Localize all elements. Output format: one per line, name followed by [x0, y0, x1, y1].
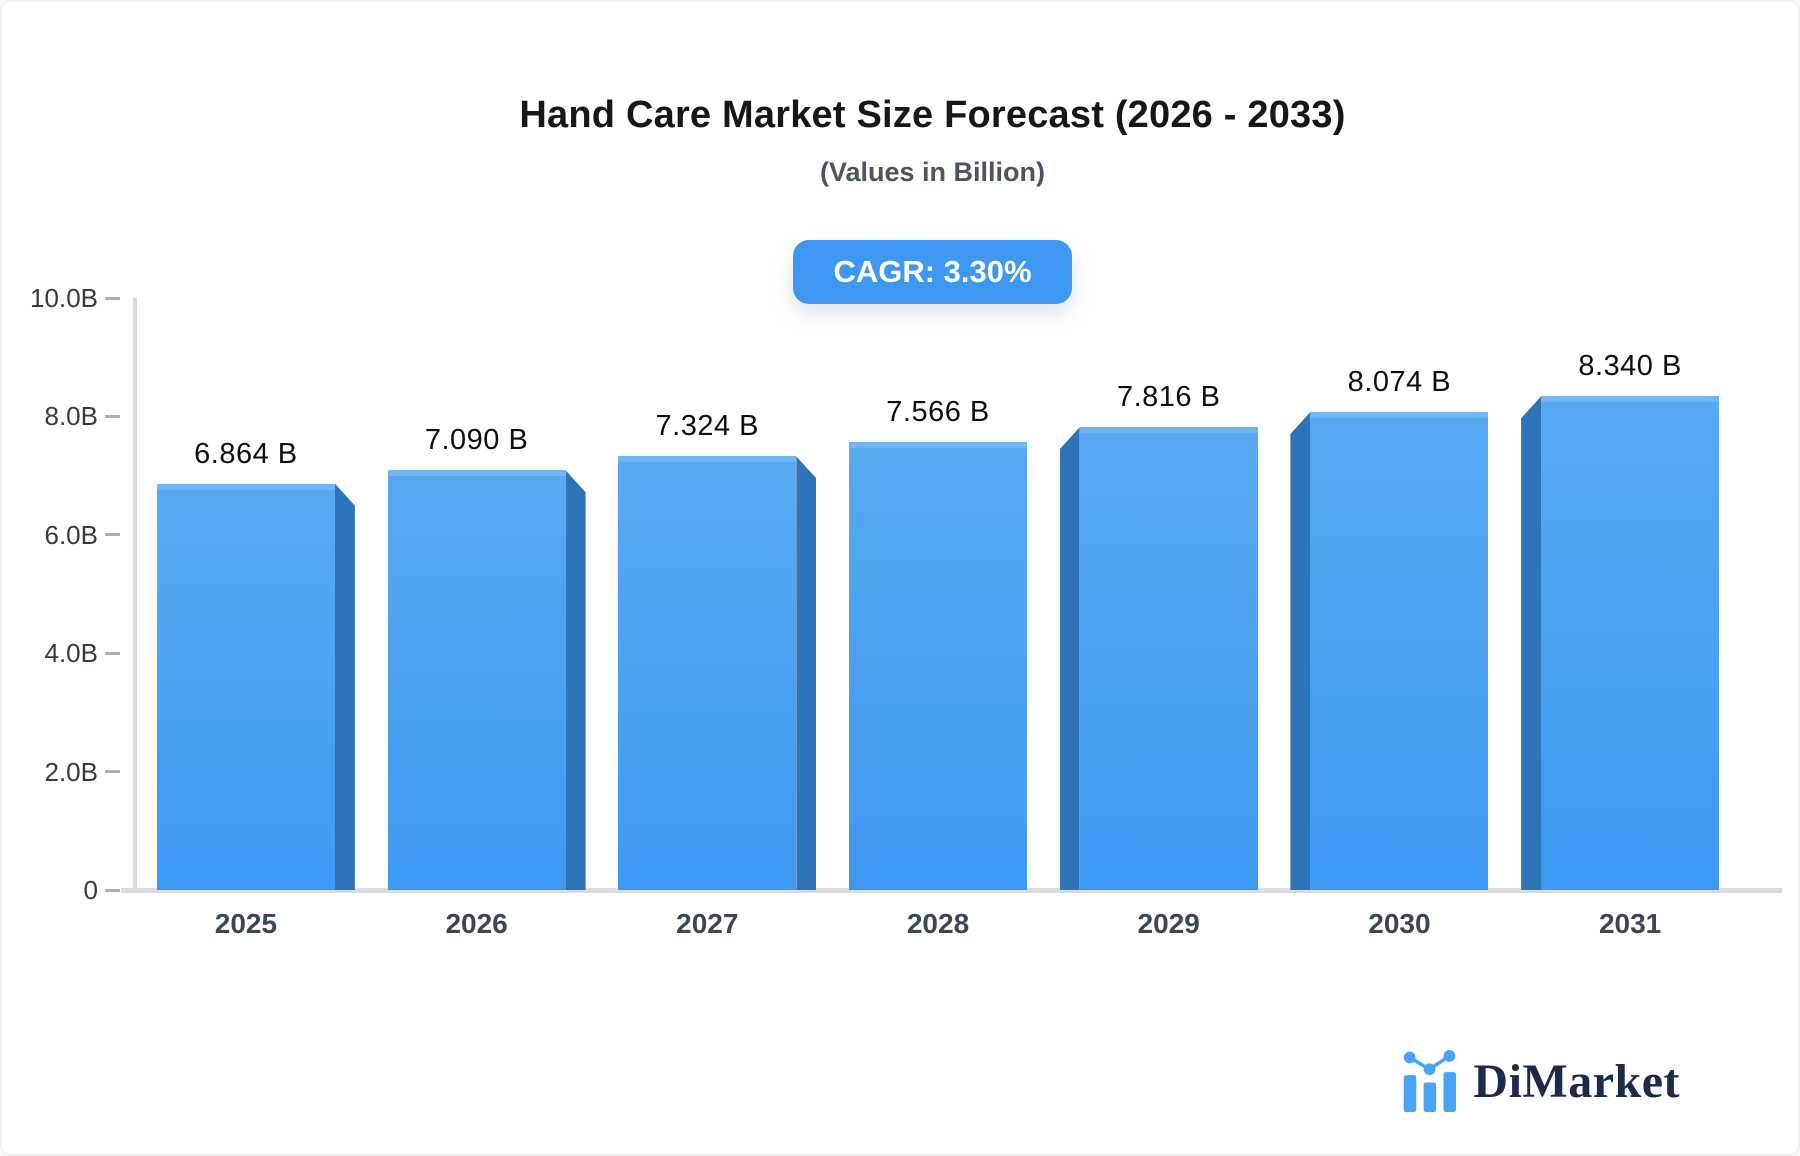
y-tick-dash	[105, 888, 120, 892]
chart-title: Hand Care Market Size Forecast (2026 - 2…	[519, 94, 1346, 136]
x-axis-label-2025: 2025	[214, 908, 278, 939]
y-tick-dash	[105, 770, 120, 774]
bar-value-label-2031: 8.340 B	[1578, 350, 1682, 383]
bar-2027	[618, 456, 797, 890]
cagr-badge: CAGR: 3.30%	[793, 240, 1072, 304]
bar-side-face-2027	[796, 456, 817, 890]
bar-value-label-2025: 6.864 B	[194, 437, 298, 470]
x-axis-label-2031: 2031	[1598, 908, 1662, 939]
bar-2028	[849, 442, 1027, 890]
bar-2029	[1079, 427, 1258, 890]
bar-2030	[1310, 412, 1489, 890]
y-tick-label: 10.0B	[30, 283, 98, 313]
bar-side-face-2031	[1521, 396, 1542, 890]
chart-subtitle: (Values in Billion)	[819, 157, 1046, 187]
y-tick-dash	[105, 533, 120, 537]
y-tick-dash	[105, 414, 120, 418]
x-axis-label-2030: 2030	[1368, 908, 1431, 939]
logo-wordmark: DiMarket	[1473, 1054, 1680, 1108]
y-tick-dash	[105, 296, 120, 300]
dimarket-logo: DiMarket	[1403, 1050, 1680, 1112]
y-tick-label: 4.0B	[44, 638, 99, 669]
bar-value-label-2028: 7.566 B	[886, 396, 990, 429]
y-tick-label: 8.0B	[44, 401, 99, 432]
bar-value-label-2026: 7.090 B	[424, 424, 529, 457]
bar-2031	[1541, 396, 1720, 890]
y-tick-label: 6.0B	[44, 519, 99, 550]
bar-side-face-2029	[1059, 427, 1080, 890]
x-axis-label-2027: 2027	[676, 908, 739, 939]
x-axis-line	[121, 888, 1782, 893]
bar-side-face-2025	[334, 483, 355, 890]
bar-value-label-2030: 8.074 B	[1347, 366, 1452, 399]
chart-header: Hand Care Market Size Forecast (2026 - 2…	[67, 94, 1798, 304]
bar-2025	[156, 483, 335, 890]
x-axis-label-2026: 2026	[445, 908, 508, 939]
y-tick-dash	[105, 651, 120, 655]
bar-value-label-2027: 7.324 B	[655, 410, 760, 443]
bar-side-face-2030	[1290, 412, 1311, 890]
bar-value-label-2029: 7.816 B	[1116, 381, 1221, 414]
x-axis-label-2029: 2029	[1137, 908, 1200, 939]
bar-chart-logo-icon	[1403, 1050, 1459, 1112]
y-axis-line	[133, 298, 137, 892]
x-axis-label-2028: 2028	[906, 908, 970, 939]
bar-side-face-2026	[565, 470, 586, 890]
bar-2026	[387, 470, 566, 890]
y-tick-label: 0	[83, 875, 98, 905]
y-tick-label: 2.0B	[44, 756, 99, 787]
